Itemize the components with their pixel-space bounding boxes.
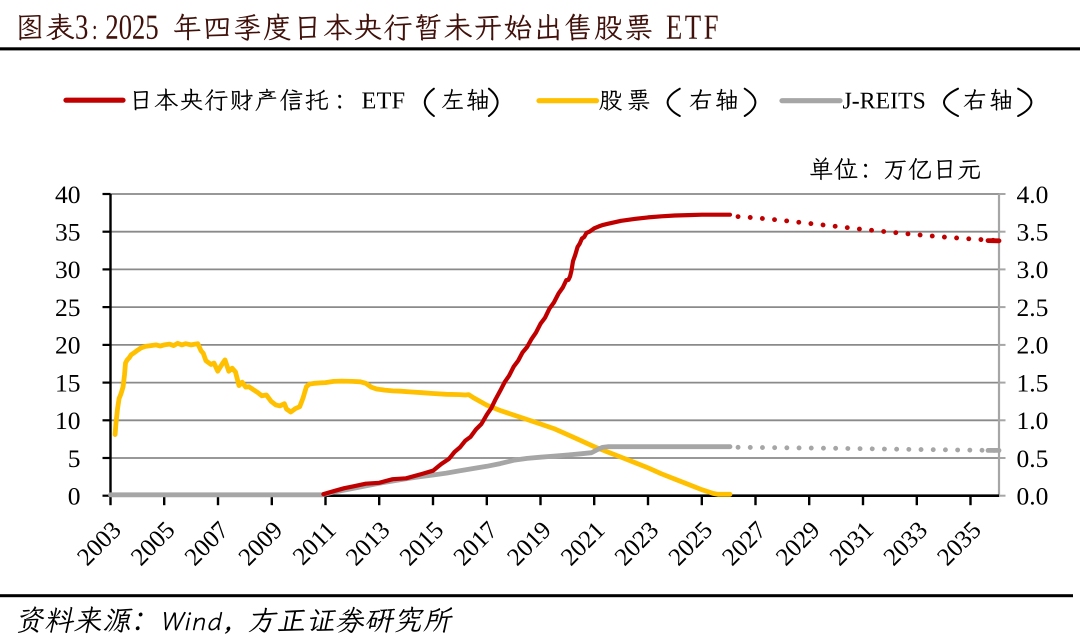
svg-text:1.5: 1.5 — [1017, 368, 1049, 397]
svg-text:2.5: 2.5 — [1017, 293, 1049, 322]
svg-text:15: 15 — [55, 368, 81, 397]
svg-text:25: 25 — [55, 293, 81, 322]
svg-text:0.5: 0.5 — [1017, 444, 1049, 473]
svg-text:1.0: 1.0 — [1017, 406, 1049, 435]
svg-text:3.0: 3.0 — [1017, 255, 1049, 284]
svg-text:2.0: 2.0 — [1017, 331, 1049, 360]
svg-text:4.0: 4.0 — [1017, 180, 1049, 209]
svg-text:5: 5 — [68, 444, 81, 473]
svg-text:0.0: 0.0 — [1017, 482, 1049, 511]
svg-text:20: 20 — [55, 331, 81, 360]
svg-text:3.5: 3.5 — [1017, 218, 1049, 247]
svg-text:10: 10 — [55, 406, 81, 435]
svg-text:40: 40 — [55, 180, 81, 209]
svg-text:35: 35 — [55, 218, 81, 247]
svg-text:0: 0 — [68, 482, 81, 511]
svg-text:30: 30 — [55, 255, 81, 284]
